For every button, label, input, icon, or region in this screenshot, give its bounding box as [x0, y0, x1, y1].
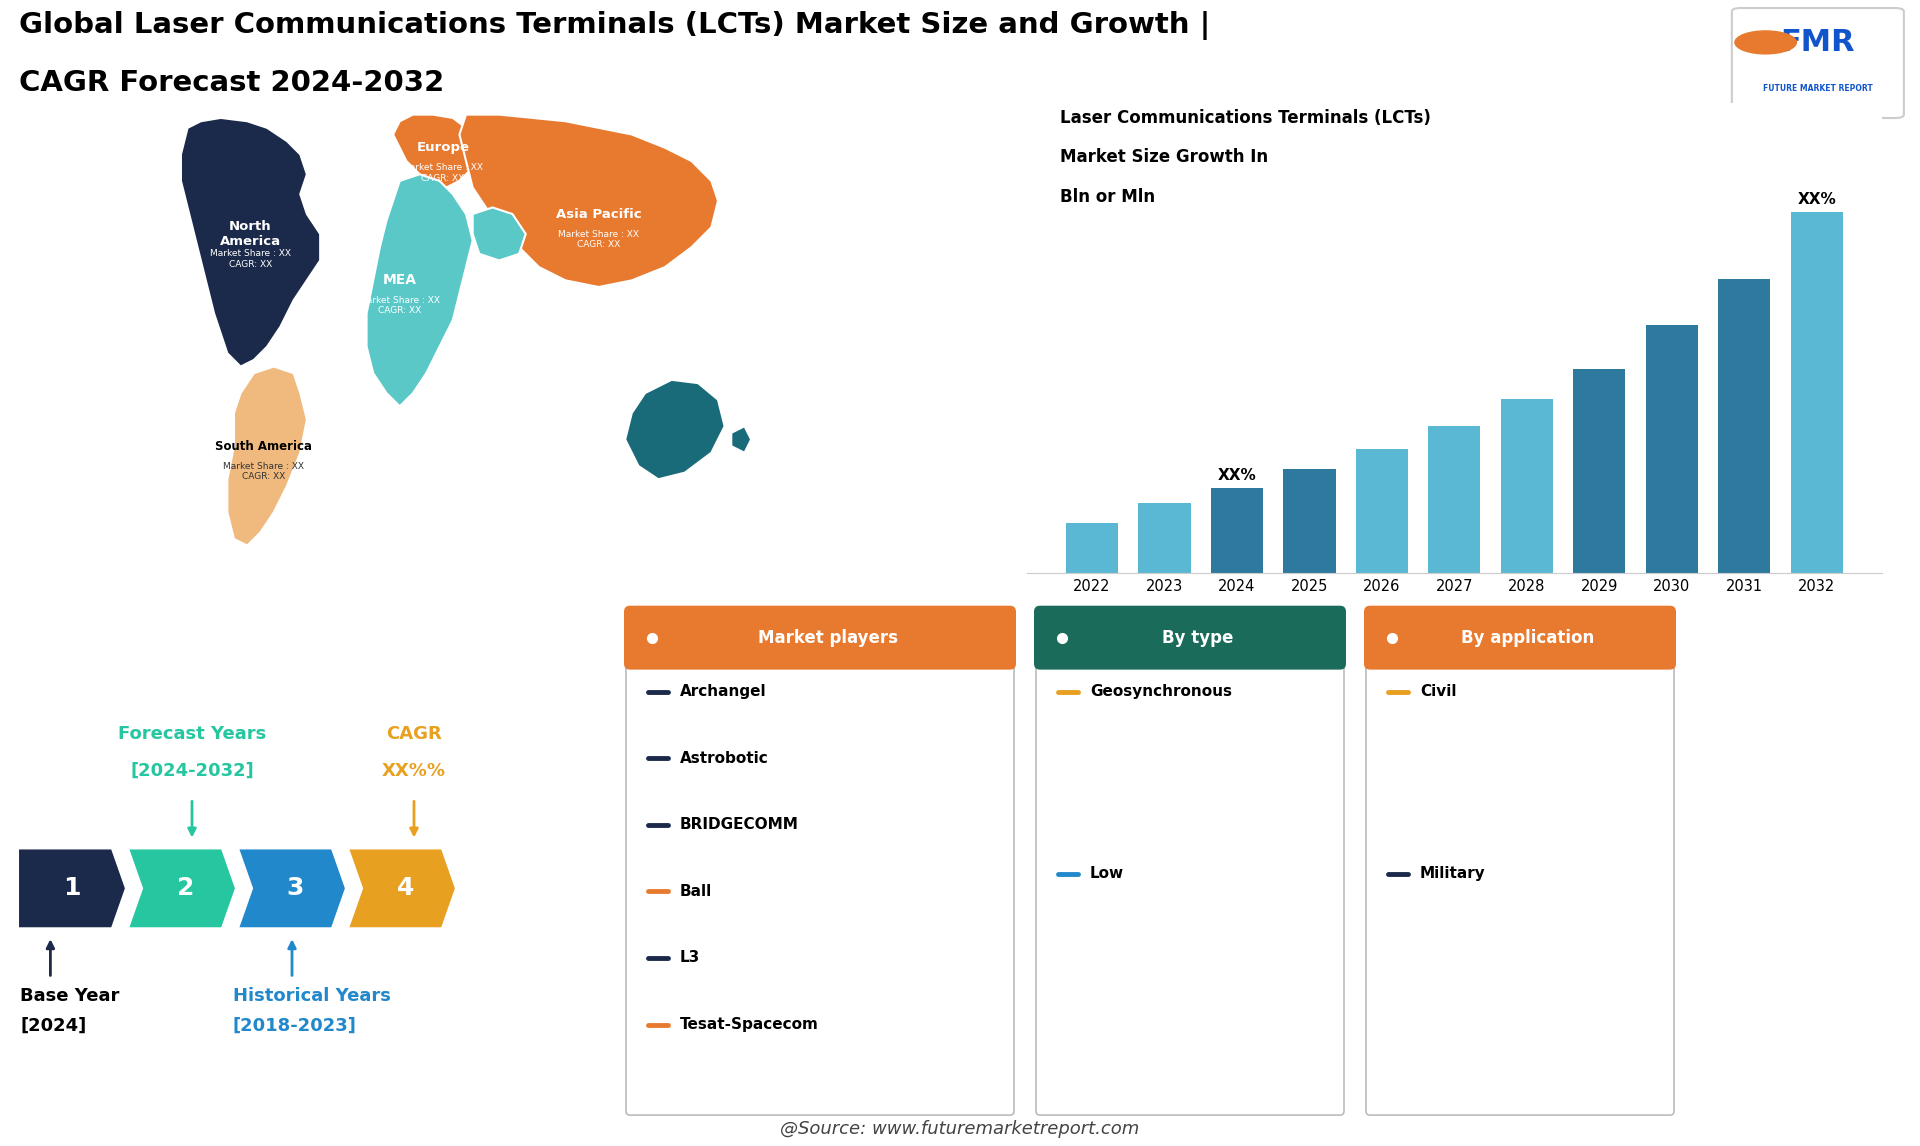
Text: FMR: FMR: [1780, 28, 1855, 57]
Text: Global Laser Communications Terminals (LCTs) Market Size and Growth |: Global Laser Communications Terminals (L…: [19, 11, 1212, 40]
FancyBboxPatch shape: [624, 606, 1016, 669]
Polygon shape: [626, 379, 724, 479]
Text: L3: L3: [680, 950, 701, 965]
Text: Market Size Growth In: Market Size Growth In: [1060, 148, 1267, 166]
Text: South America: South America: [215, 440, 313, 453]
Text: BRIDGECOMM: BRIDGECOMM: [680, 817, 799, 832]
Text: @Source: www.futuremarketreport.com: @Source: www.futuremarketreport.com: [780, 1120, 1140, 1138]
Text: Asia Pacific: Asia Pacific: [557, 207, 641, 220]
Bar: [1356, 449, 1407, 573]
Polygon shape: [367, 174, 472, 407]
Text: Ball: Ball: [680, 884, 712, 898]
Text: 3: 3: [286, 877, 303, 901]
Text: Astrobotic: Astrobotic: [680, 751, 768, 766]
Text: 4: 4: [397, 877, 415, 901]
Polygon shape: [348, 848, 457, 928]
Text: Low: Low: [1091, 866, 1123, 881]
Polygon shape: [129, 848, 236, 928]
Bar: [1791, 212, 1843, 573]
Bar: [1283, 469, 1336, 573]
Text: Laser Communications Terminals (LCTs): Laser Communications Terminals (LCTs): [1060, 109, 1430, 126]
Bar: [1139, 503, 1190, 573]
Text: [2024]: [2024]: [19, 1018, 86, 1035]
Text: Military: Military: [1421, 866, 1486, 881]
Text: MEA: MEA: [382, 274, 417, 288]
Text: Market Share : XX
CAGR: XX: Market Share : XX CAGR: XX: [359, 296, 440, 315]
Polygon shape: [472, 207, 526, 260]
Text: XX%: XX%: [1217, 468, 1256, 482]
Text: By application: By application: [1461, 629, 1596, 646]
Text: Archangel: Archangel: [680, 684, 766, 699]
Bar: [1212, 488, 1263, 573]
Text: FUTURE MARKET REPORT: FUTURE MARKET REPORT: [1763, 84, 1872, 93]
Bar: [1501, 399, 1553, 573]
Bar: [1428, 426, 1480, 573]
Text: Europe: Europe: [417, 141, 468, 155]
FancyBboxPatch shape: [1732, 8, 1905, 118]
Text: Market Share : XX
CAGR: XX: Market Share : XX CAGR: XX: [223, 462, 303, 481]
Text: Base Year: Base Year: [19, 987, 119, 1005]
Text: 2: 2: [177, 877, 194, 901]
Polygon shape: [732, 426, 751, 453]
Text: North
America: North America: [221, 220, 280, 248]
Bar: [1066, 523, 1117, 573]
Polygon shape: [180, 118, 321, 367]
Polygon shape: [394, 115, 486, 188]
Text: XX%%: XX%%: [382, 761, 445, 779]
Polygon shape: [227, 367, 307, 545]
Bar: [1718, 278, 1770, 573]
Text: CAGR: CAGR: [386, 724, 442, 743]
FancyBboxPatch shape: [1365, 607, 1674, 1115]
Polygon shape: [238, 848, 346, 928]
Text: By type: By type: [1162, 629, 1235, 646]
Text: Bln or Mln: Bln or Mln: [1060, 188, 1154, 206]
Text: Market Share : XX
CAGR: XX: Market Share : XX CAGR: XX: [559, 229, 639, 249]
Text: [2018-2023]: [2018-2023]: [232, 1018, 357, 1035]
Text: Geosynchronous: Geosynchronous: [1091, 684, 1233, 699]
FancyBboxPatch shape: [626, 607, 1014, 1115]
Text: Market players: Market players: [758, 629, 899, 646]
Circle shape: [1736, 31, 1797, 54]
Polygon shape: [17, 848, 127, 928]
Polygon shape: [459, 115, 718, 286]
Text: Forecast Years: Forecast Years: [117, 724, 267, 743]
Text: CAGR Forecast 2024-2032: CAGR Forecast 2024-2032: [19, 69, 444, 96]
FancyBboxPatch shape: [1035, 606, 1346, 669]
Bar: [1572, 369, 1626, 573]
Text: XX%: XX%: [1797, 191, 1836, 206]
FancyBboxPatch shape: [1037, 607, 1344, 1115]
Text: 1: 1: [63, 877, 81, 901]
Text: Historical Years: Historical Years: [232, 987, 392, 1005]
Text: Market Share : XX
CAGR: XX: Market Share : XX CAGR: XX: [209, 250, 292, 269]
Text: Tesat-Spacecom: Tesat-Spacecom: [680, 1017, 818, 1033]
FancyBboxPatch shape: [1363, 606, 1676, 669]
Text: Market Share : XX
CAGR: XX: Market Share : XX CAGR: XX: [403, 163, 484, 182]
Text: [2024-2032]: [2024-2032]: [131, 761, 253, 779]
Bar: [1645, 325, 1697, 573]
Text: Civil: Civil: [1421, 684, 1457, 699]
